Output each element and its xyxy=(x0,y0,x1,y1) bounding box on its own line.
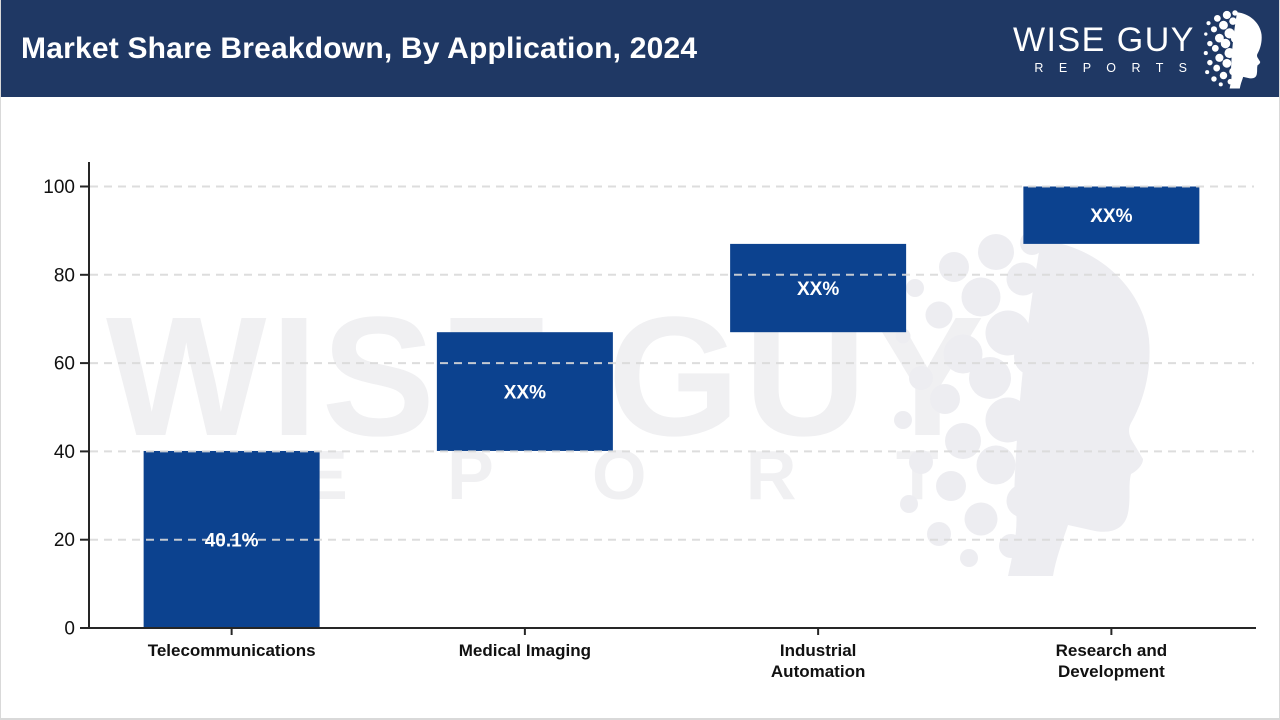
logo-head-icon xyxy=(1203,9,1262,88)
bar-4 xyxy=(1023,186,1200,244)
x-category-label-4: Research and Development xyxy=(1056,641,1168,681)
bar-2 xyxy=(436,332,613,451)
bar-value-label-1: 40.1% xyxy=(205,530,259,551)
bar-value-label-4: XX% xyxy=(1090,206,1132,227)
bar-3 xyxy=(730,243,907,333)
x-category-label-line: Industrial xyxy=(780,641,857,660)
x-category-label-line: Telecommunications xyxy=(148,641,316,660)
logo-text: WISE GUY R E P O R T S xyxy=(1013,23,1195,75)
y-tick-label-80: 80 xyxy=(54,265,75,286)
wiseguy-logo: WISE GUY R E P O R T S xyxy=(1013,8,1267,90)
bar-value-label-2: XX% xyxy=(504,383,546,404)
y-tick-label-0: 0 xyxy=(64,619,75,640)
bar-value-label-3: XX% xyxy=(797,279,839,300)
y-tick-label-60: 60 xyxy=(54,354,75,375)
x-category-label-2: Medical Imaging xyxy=(459,641,591,660)
y-tick-label-40: 40 xyxy=(54,442,75,463)
y-tick-label-100: 100 xyxy=(43,177,75,198)
x-category-label-line: Automation xyxy=(771,662,865,681)
x-category-label-1: Telecommunications xyxy=(148,641,316,660)
logo-brand-text: WISE GUY xyxy=(1012,20,1195,59)
logo-tagline-text: R E P O R T S xyxy=(1034,60,1193,75)
header-bar: Market Share Breakdown, By Application, … xyxy=(1,0,1279,97)
x-category-label-line: Development xyxy=(1058,662,1165,681)
page-title: Market Share Breakdown, By Application, … xyxy=(21,31,698,65)
x-category-label-line: Medical Imaging xyxy=(459,641,591,660)
y-tick-label-20: 20 xyxy=(54,530,75,551)
x-category-label-3: Industrial Automation xyxy=(771,641,865,681)
x-category-label-line: Research and xyxy=(1056,641,1168,660)
